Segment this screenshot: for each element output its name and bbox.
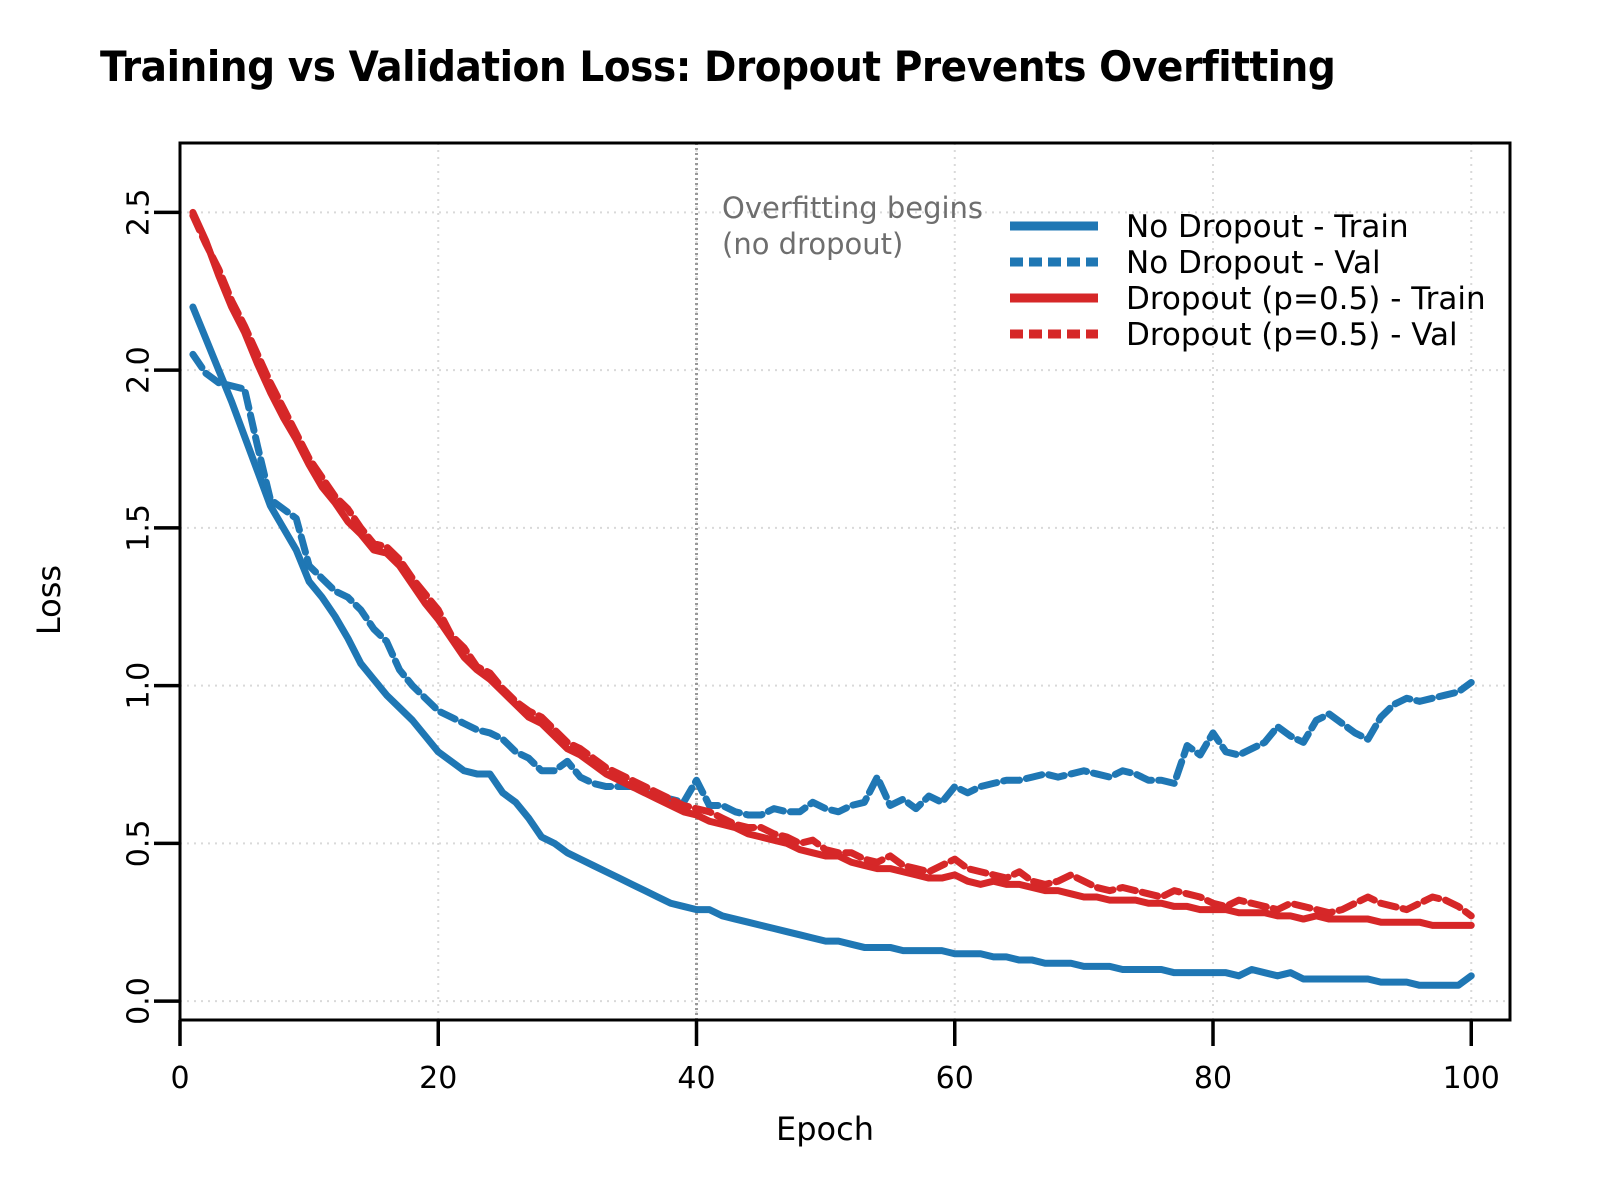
axis-tick-labels: 0 20 40 60 80 100 0.0 0.5 1.0 1.5 2.0 2.5 — [122, 189, 1500, 1096]
x-tick-label: 0 — [170, 1061, 189, 1096]
x-axis-label: Epoch — [776, 1110, 874, 1148]
x-tick-label: 60 — [936, 1061, 974, 1096]
y-axis-label: Loss — [30, 565, 68, 635]
x-tick-label: 40 — [677, 1061, 715, 1096]
page-title: Training vs Validation Loss: Dropout Pre… — [100, 42, 1336, 91]
legend-label: No Dropout - Val — [1126, 245, 1381, 281]
legend-label: No Dropout - Train — [1126, 209, 1409, 245]
overfitting-annotation: Overfitting begins (no dropout) — [722, 191, 983, 261]
axis-ticks — [154, 210, 1474, 1046]
y-tick-label: 2.5 — [122, 189, 157, 237]
legend-label: Dropout (p=0.5) - Train — [1126, 281, 1486, 317]
plot-border — [178, 141, 1512, 1022]
x-tick-label: 20 — [419, 1061, 457, 1096]
series-line — [189, 350, 1475, 819]
plot-frame — [178, 141, 1512, 1022]
y-tick-label: 2.0 — [122, 346, 157, 394]
series-line — [189, 303, 1475, 989]
annotation-line-1: Overfitting begins — [722, 191, 983, 225]
annotation-line-2: (no dropout) — [722, 227, 903, 261]
y-tick-label: 0.5 — [122, 819, 157, 867]
series-line — [189, 212, 1475, 920]
x-tick-label: 80 — [1194, 1061, 1232, 1096]
y-tick-label: 1.5 — [122, 504, 157, 552]
y-tick-label: 1.0 — [122, 662, 157, 710]
series-line — [189, 208, 1475, 929]
legend-label: Dropout (p=0.5) - Val — [1126, 317, 1458, 353]
data-series — [189, 208, 1475, 989]
x-tick-label: 100 — [1443, 1061, 1500, 1096]
y-tick-label: 0.0 — [122, 977, 157, 1025]
grid-lines — [179, 143, 1510, 1020]
